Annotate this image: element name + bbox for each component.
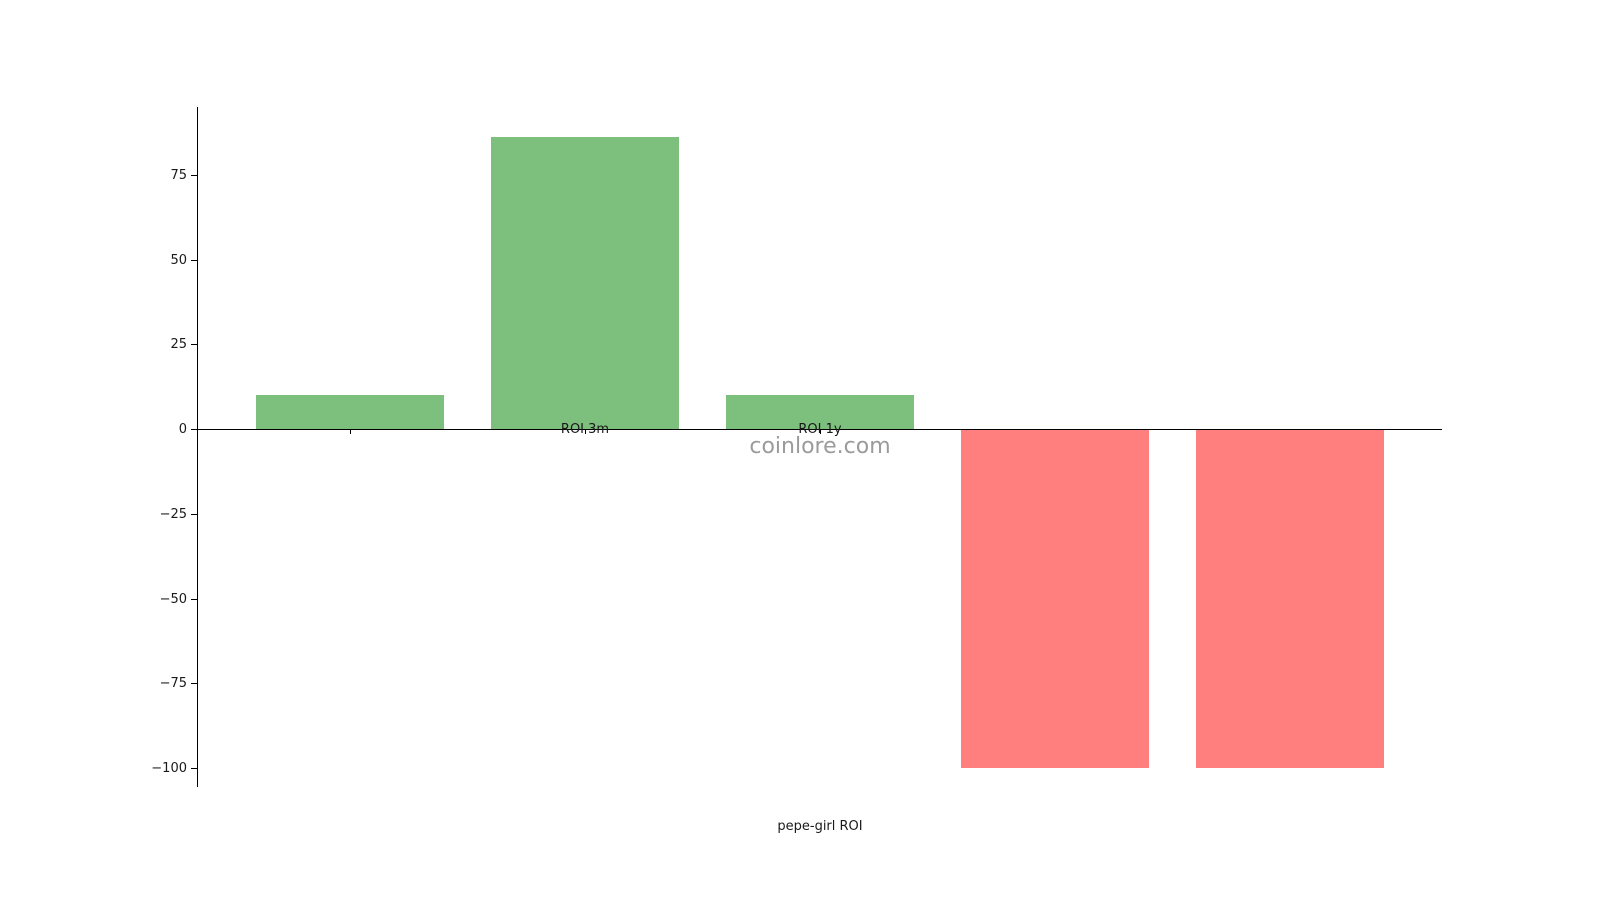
bar-roi-3m[interactable] <box>491 137 679 429</box>
x-tick-mark <box>585 429 586 434</box>
x-tick-mark <box>350 429 351 434</box>
y-tick-mark <box>191 175 197 176</box>
y-tick-mark <box>191 429 197 430</box>
bar-1[interactable] <box>256 395 444 429</box>
y-tick-label: −50 <box>159 592 187 607</box>
y-tick-mark <box>191 260 197 261</box>
y-tick-label: −25 <box>159 507 187 522</box>
watermark: coinlore.com <box>749 434 891 459</box>
x-axis-title: pepe-girl ROI <box>777 819 863 834</box>
y-tick-mark <box>191 344 197 345</box>
x-tick-label: ROI 3m <box>560 422 610 437</box>
bar-5[interactable] <box>1196 430 1384 768</box>
x-tick-mark <box>820 429 821 434</box>
y-tick-label: 25 <box>170 337 187 352</box>
y-tick-label: 0 <box>178 422 187 437</box>
x-axis-zero-line <box>197 429 1442 430</box>
bar-4[interactable] <box>961 430 1149 768</box>
y-tick-label: −75 <box>159 676 187 691</box>
bar-roi-1y[interactable] <box>726 395 914 429</box>
y-tick-label: −100 <box>151 761 187 776</box>
y-tick-mark <box>191 599 197 600</box>
y-tick-mark <box>191 768 197 769</box>
y-axis-line <box>197 107 198 787</box>
x-tick-label: ROI 1y <box>798 422 842 437</box>
y-tick-label: 50 <box>170 253 187 268</box>
y-tick-mark <box>191 683 197 684</box>
y-tick-label: 75 <box>170 168 187 183</box>
y-tick-mark <box>191 514 197 515</box>
